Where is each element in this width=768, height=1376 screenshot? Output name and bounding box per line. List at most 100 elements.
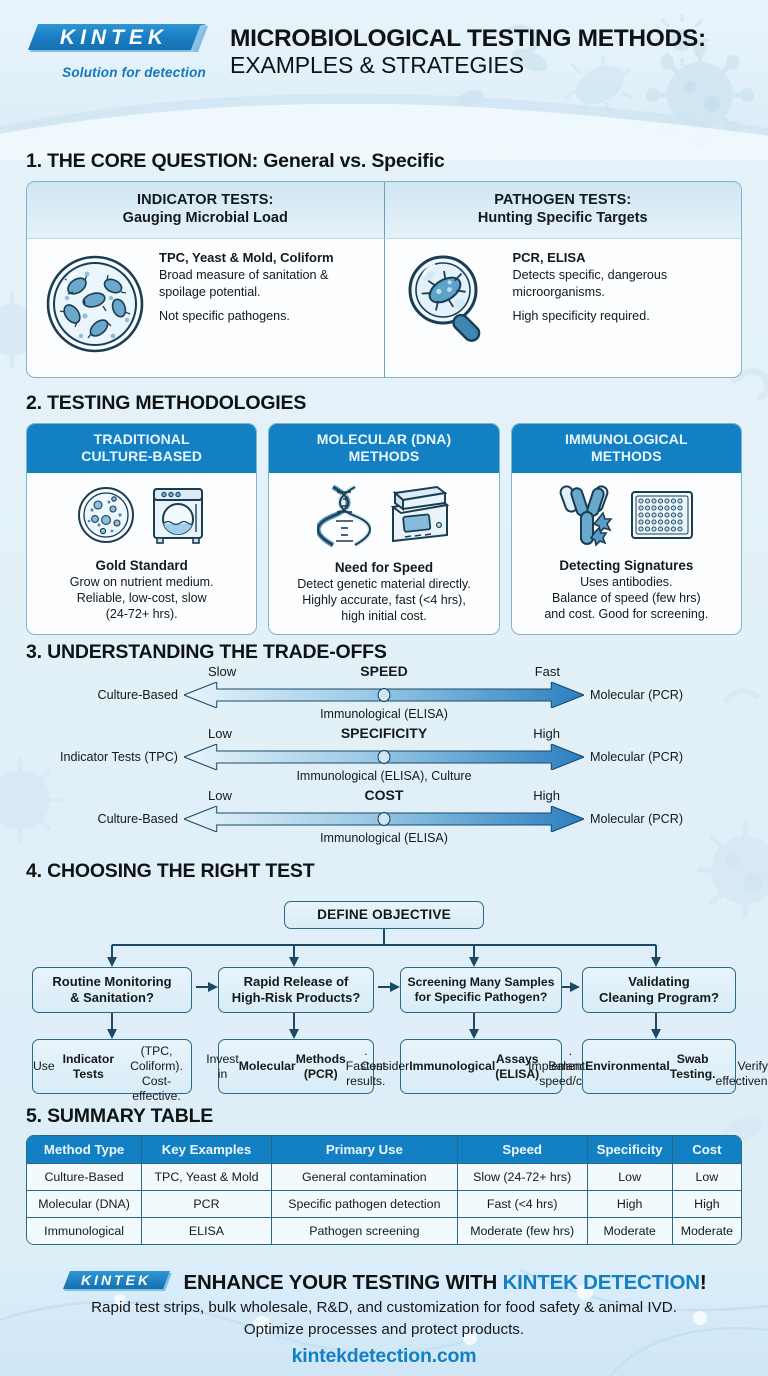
flowchart-question-2: Rapid Release of High-Risk Products?	[218, 967, 374, 1014]
table-row: Immunological ELISA Pathogen screening Mode…	[27, 1217, 741, 1245]
question-2-line1: Rapid Release of	[243, 974, 349, 990]
speed-caption: SPEED	[360, 663, 408, 680]
culture-line-2: Reliable, low-cost, slow	[76, 591, 207, 606]
method-card-molecular-header: MOLECULAR (DNA) METHODS	[269, 423, 499, 473]
pathogen-tests-header-line2: Hunting Specific Targets	[477, 210, 648, 227]
molecular-line-1: Detect genetic material directly.	[297, 577, 471, 592]
question-4-line1: Validating	[628, 974, 690, 990]
footer-headline-highlight: KINTEK DETECTION	[502, 1271, 700, 1294]
section-2-title: 2. TESTING METHODOLOGIES	[26, 391, 307, 414]
table-cell-r1-c1: PCR	[142, 1190, 272, 1218]
culture-line-3: (24-72+ hrs).	[105, 607, 178, 622]
indicator-tests-lead: TPC, Yeast & Mold, Coliform	[159, 249, 334, 265]
table-col-header-1: Key Examples	[142, 1136, 272, 1164]
footer-kintek-logo: KINTEK	[62, 1270, 174, 1296]
table-cell-r2-c1: ELISA	[142, 1217, 272, 1245]
footer-website-link[interactable]: kintekdetection.com	[291, 1344, 477, 1367]
table-cell-r2-c3: Moderate (few hrs)	[457, 1217, 588, 1245]
tradeoff-axis-cost: Culture-Based COST Low High	[26, 787, 742, 850]
section-4-title: 4. CHOOSING THE RIGHT TEST	[26, 860, 315, 883]
table-col-header-3: Speed	[457, 1136, 588, 1164]
footer-headline-pre: ENHANCE YOUR TESTING WITH	[183, 1271, 503, 1294]
molecular-line-2: Highly accurate, fast (<4 hrs),	[302, 593, 466, 608]
method-card-culture-header: TRADITIONAL CULTURE-BASED	[27, 423, 257, 473]
culture-header-line2: CULTURE-BASED	[81, 447, 203, 464]
immunological-header-line1: IMMUNOLOGICAL	[565, 430, 688, 447]
table-cell-r1-c2: Specific pathogen detection	[271, 1190, 458, 1218]
indicator-tests-header-line2: Gauging Microbial Load	[122, 210, 288, 227]
culture-bold-label: Gold Standard	[95, 557, 188, 573]
table-cell-r0-c3: Slow (24-72+ hrs)	[457, 1163, 588, 1191]
footer-headline: ENHANCE YOUR TESTING WITH KINTEK DETECTI…	[184, 1271, 707, 1295]
magnifier-bacteria-icon	[399, 250, 503, 359]
page-header: KINTEK Solution for detection MICROBIOLO…	[0, 0, 768, 128]
table-cell-r1-c0: Molecular (DNA)	[27, 1190, 143, 1218]
question-1-line2: & Sanitation?	[70, 990, 154, 1006]
cost-left-end: Low	[208, 788, 232, 804]
method-card-culture: TRADITIONAL CULTURE-BASED	[26, 422, 258, 636]
immunological-line-3: and cost. Good for screening.	[544, 607, 709, 622]
specificity-middle-label: Immunological (ELISA), Culture	[296, 769, 472, 784]
indicator-tests-body: Broad measure of sanitation & spoilage p…	[159, 268, 329, 300]
question-3-line1: Screening Many Samples	[407, 975, 555, 990]
table-cell-r2-c0: Immunological	[27, 1217, 143, 1245]
specificity-right-label: Molecular (PCR)	[590, 750, 684, 765]
table-cell-r1-c5: High	[672, 1190, 741, 1218]
logo-tagline: Solution for detection	[62, 65, 206, 80]
thermocycler-icon	[381, 485, 451, 552]
microplate-icon	[629, 487, 695, 548]
table-row: Molecular (DNA) PCR Specific pathogen dete…	[27, 1190, 741, 1218]
culture-header-line1: TRADITIONAL	[93, 430, 190, 447]
table-cell-r0-c4: Low	[587, 1163, 673, 1191]
table-cell-r2-c4: Moderate	[587, 1217, 673, 1245]
section-1-title: 1. THE CORE QUESTION: General vs. Specif…	[26, 150, 445, 172]
speed-right-label: Molecular (PCR)	[590, 688, 684, 703]
cost-gradient-arrow	[182, 805, 586, 833]
question-2-line2: High-Risk Products?	[231, 990, 361, 1006]
immunological-bold-label: Detecting Signatures	[559, 557, 694, 573]
footer-headline-post: !	[699, 1271, 707, 1294]
pathogen-tests-note: High specificity required.	[512, 308, 650, 323]
table-cell-r2-c5: Moderate	[672, 1217, 741, 1245]
flowchart-question-1: Routine Monitoring & Sanitation?	[32, 967, 192, 1014]
table-cell-r2-c2: Pathogen screening	[271, 1217, 458, 1245]
speed-left-end: Slow	[208, 664, 237, 680]
immunological-line-2: Balance of speed (few hrs)	[551, 591, 701, 606]
molecular-header-line1: MOLECULAR (DNA)	[316, 430, 452, 447]
petri-colonies-icon	[75, 484, 137, 551]
flowchart-question-4: Validating Cleaning Program?	[582, 967, 736, 1014]
table-row: Culture-Based TPC, Yeast & Mold General co…	[27, 1163, 741, 1191]
decision-flowchart: DEFINE OBJECTIVE Routine Monitoring & Sa…	[26, 887, 768, 1103]
speed-middle-label: Immunological (ELISA)	[320, 707, 448, 722]
speed-left-label: Culture-Based	[97, 688, 178, 703]
title-line-1: MICROBIOLOGICAL TESTING METHODS:	[230, 24, 706, 52]
cost-middle-label: Immunological (ELISA)	[320, 831, 448, 846]
method-card-immunological: IMMUNOLOGICAL METHODS	[510, 422, 742, 636]
method-card-immunological-header: IMMUNOLOGICAL METHODS	[511, 423, 741, 473]
flowchart-answer-1: Use Indicator Tests (TPC, Coliform). Cost-…	[32, 1039, 192, 1103]
logo-badge: KINTEK	[26, 22, 212, 62]
question-1-line1: Routine Monitoring	[52, 974, 172, 990]
table-cell-r1-c3: Fast (<4 hrs)	[457, 1190, 588, 1218]
culture-line-1: Grow on nutrient medium.	[69, 575, 214, 590]
dna-helix-icon	[315, 482, 373, 555]
speed-right-end: Fast	[534, 664, 560, 680]
page-title: MICROBIOLOGICAL TESTING METHODS: EXAMPLE…	[230, 23, 706, 80]
kintek-logo: KINTEK Solution for detection	[26, 22, 212, 80]
molecular-line-3: high initial cost.	[341, 609, 427, 624]
svg-text:KINTEK: KINTEK	[80, 1272, 150, 1288]
petri-dish-icon	[41, 250, 149, 363]
pathogen-tests-body: Detects specific, dangerous microorganis…	[512, 268, 668, 300]
speed-gradient-arrow	[182, 681, 586, 709]
indicator-tests-note: Not specific pathogens.	[159, 308, 290, 323]
table-cell-r1-c4: High	[587, 1190, 673, 1218]
specificity-left-end: Low	[208, 726, 232, 742]
core-question-card: INDICATOR TESTS: Gauging Microbial Load …	[26, 181, 742, 378]
specificity-left-label: Indicator Tests (TPC)	[59, 750, 178, 765]
tradeoff-axis-speed: Culture-Based SPEED Slow Fast	[26, 663, 742, 726]
section-5-title: 5. SUMMARY TABLE	[26, 1105, 214, 1128]
pathogen-tests-header: PATHOGEN TESTS: Hunting Specific Targets	[385, 182, 742, 238]
section-3-title: 3. UNDERSTANDING THE TRADE-OFFS	[26, 641, 387, 664]
table-col-header-0: Method Type	[27, 1136, 143, 1164]
antibody-icon	[557, 482, 619, 553]
